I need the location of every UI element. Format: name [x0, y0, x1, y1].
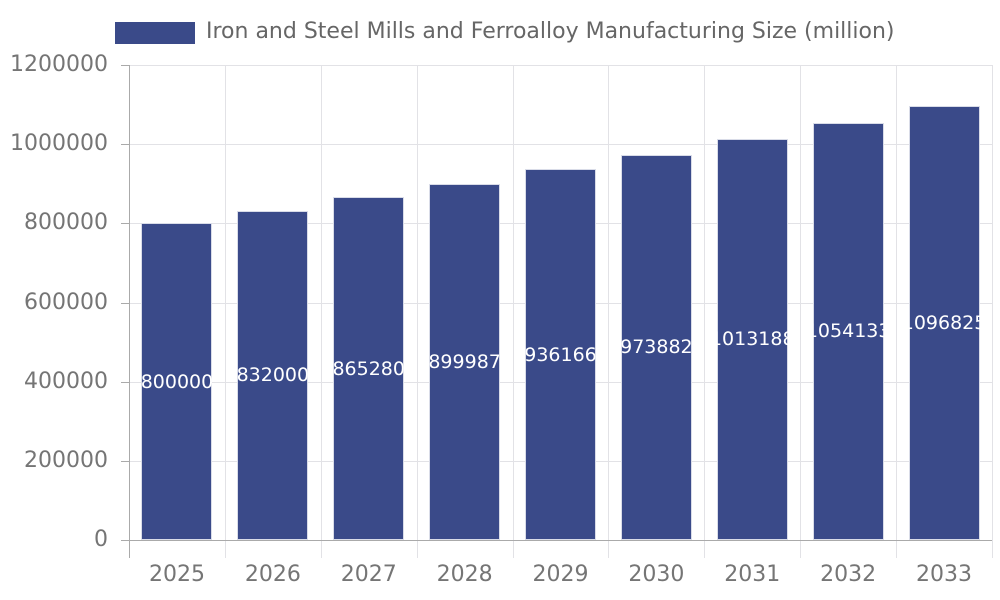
bar — [333, 197, 405, 540]
y-gridline — [129, 144, 992, 146]
bar-value-label: 800000 — [140, 370, 214, 393]
plot-area: 0 200000 400000 600000 800000 1000000 1200000 8… — [10, 52, 993, 587]
bar — [812, 122, 884, 540]
legend-swatch — [115, 22, 195, 44]
x-tick-label: 2032 — [820, 562, 877, 587]
y-axis-tick — [121, 65, 129, 66]
x-gridline — [416, 65, 418, 558]
y-tick-label: 1200000 — [10, 52, 108, 77]
y-axis-tick — [121, 381, 129, 383]
x-gridline — [224, 65, 226, 558]
y-axis-tick — [121, 223, 129, 225]
bar-value-label: 899987 — [428, 350, 501, 373]
y-tick-label: 800000 — [24, 210, 108, 236]
x-tick-label: 2030 — [628, 562, 685, 587]
y-tick-label: 0 — [94, 527, 108, 552]
bar-value-label: 1054133 — [805, 320, 891, 343]
y-tick-label: 400000 — [24, 368, 108, 394]
x-gridline — [704, 65, 706, 558]
bar — [141, 223, 213, 540]
y-tick-label: 600000 — [24, 289, 108, 315]
y-axis-tick — [121, 302, 129, 304]
x-tick-label: 2028 — [436, 562, 493, 587]
y-tick-label: 200000 — [24, 447, 108, 473]
bar — [620, 154, 692, 540]
bar — [716, 138, 788, 540]
y-axis-tick — [121, 144, 129, 146]
y-axis-line — [129, 65, 130, 558]
x-gridline — [896, 65, 898, 558]
x-tick-label: 2029 — [532, 562, 589, 587]
x-gridline — [800, 65, 802, 558]
x-tick-label: 2033 — [916, 562, 973, 587]
x-tick-label: 2027 — [340, 562, 397, 587]
bar — [237, 210, 309, 540]
bar-value-label: 936166 — [524, 343, 597, 366]
bar — [908, 105, 980, 540]
x-gridline — [608, 65, 610, 558]
y-gridline — [129, 65, 992, 66]
x-tick-label: 2025 — [148, 562, 205, 587]
bar-value-label: 1096825 — [901, 311, 987, 334]
bar-value-label: 865280 — [332, 357, 405, 380]
bar-value-label: 973882 — [620, 336, 693, 359]
y-tick-label: 1000000 — [10, 131, 108, 157]
x-gridline — [992, 65, 993, 558]
x-gridline — [512, 65, 514, 558]
x-gridline — [320, 65, 322, 558]
x-tick-label: 2026 — [244, 562, 301, 587]
y-axis-tick — [121, 460, 129, 462]
legend-label: Iron and Steel Mills and Ferroalloy Manu… — [206, 19, 895, 44]
bar — [525, 169, 596, 540]
x-axis-line — [121, 540, 992, 541]
bar-value-label: 832000 — [236, 364, 310, 387]
bar — [429, 183, 501, 540]
bar-value-label: 1013188 — [709, 328, 795, 351]
x-tick-label: 2031 — [724, 562, 781, 587]
